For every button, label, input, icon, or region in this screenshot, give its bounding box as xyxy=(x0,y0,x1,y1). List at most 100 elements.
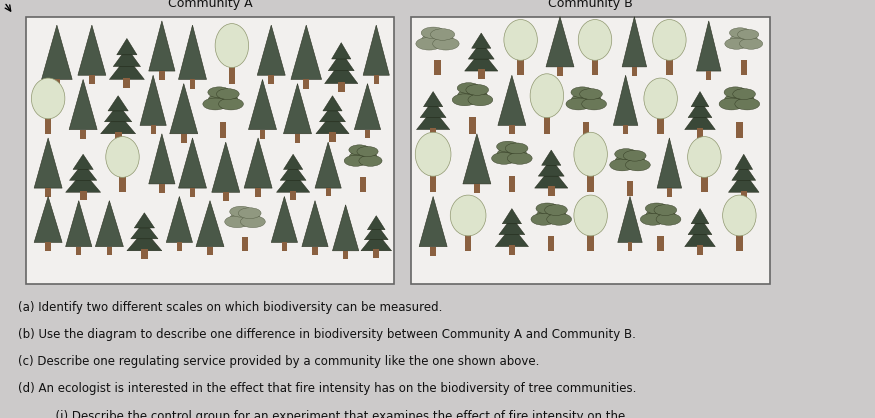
Ellipse shape xyxy=(215,24,248,68)
Circle shape xyxy=(416,37,443,50)
Bar xyxy=(657,117,664,134)
Polygon shape xyxy=(696,21,721,71)
Bar xyxy=(701,176,708,192)
Polygon shape xyxy=(284,84,312,134)
Polygon shape xyxy=(319,104,346,122)
Polygon shape xyxy=(465,51,498,71)
Text: (c) Describe one regulating service provided by a community like the one shown a: (c) Describe one regulating service prov… xyxy=(18,355,539,368)
Bar xyxy=(190,79,195,89)
Bar xyxy=(592,59,598,75)
Circle shape xyxy=(507,153,532,164)
Circle shape xyxy=(571,93,601,107)
Bar xyxy=(338,82,345,92)
Circle shape xyxy=(430,29,455,40)
Bar xyxy=(697,128,704,138)
Bar xyxy=(741,60,746,75)
Bar xyxy=(207,247,213,255)
Polygon shape xyxy=(95,201,123,247)
Ellipse shape xyxy=(574,133,607,176)
Bar xyxy=(282,242,287,251)
Bar xyxy=(623,125,628,135)
Bar xyxy=(587,234,594,251)
Text: Community B: Community B xyxy=(549,0,633,10)
Ellipse shape xyxy=(31,78,65,119)
Bar xyxy=(141,249,148,259)
Bar xyxy=(626,181,634,196)
Polygon shape xyxy=(34,138,62,188)
Ellipse shape xyxy=(653,20,686,60)
Polygon shape xyxy=(332,205,359,251)
Bar xyxy=(374,249,380,258)
Polygon shape xyxy=(419,196,447,247)
Bar xyxy=(181,134,186,143)
Circle shape xyxy=(724,87,746,98)
Circle shape xyxy=(610,159,634,171)
Bar xyxy=(697,245,704,255)
Polygon shape xyxy=(735,154,752,169)
Bar xyxy=(304,79,310,89)
Bar xyxy=(119,176,126,192)
Circle shape xyxy=(422,32,453,48)
Ellipse shape xyxy=(504,20,537,60)
Bar xyxy=(76,247,81,255)
Circle shape xyxy=(241,216,265,228)
Bar xyxy=(430,175,437,192)
Circle shape xyxy=(654,205,676,215)
Polygon shape xyxy=(127,230,162,251)
Polygon shape xyxy=(323,96,342,111)
Circle shape xyxy=(208,87,230,98)
Circle shape xyxy=(730,33,758,46)
Bar xyxy=(312,247,318,255)
Ellipse shape xyxy=(688,137,721,177)
Bar xyxy=(740,191,747,201)
Bar xyxy=(478,69,485,79)
Polygon shape xyxy=(728,172,760,192)
Circle shape xyxy=(432,37,459,50)
Polygon shape xyxy=(290,25,322,79)
Bar xyxy=(509,125,514,135)
Bar xyxy=(290,191,297,201)
Circle shape xyxy=(468,94,493,106)
Circle shape xyxy=(230,211,260,225)
Polygon shape xyxy=(416,109,450,130)
Polygon shape xyxy=(424,92,443,107)
Polygon shape xyxy=(535,168,568,188)
Polygon shape xyxy=(332,43,351,59)
Polygon shape xyxy=(280,163,306,180)
Circle shape xyxy=(547,213,571,225)
Polygon shape xyxy=(368,216,385,230)
Circle shape xyxy=(216,89,239,99)
Polygon shape xyxy=(178,138,206,188)
Circle shape xyxy=(497,147,527,161)
Polygon shape xyxy=(499,217,525,234)
Bar xyxy=(343,251,348,259)
Bar xyxy=(242,237,248,251)
Bar xyxy=(430,247,436,256)
Polygon shape xyxy=(502,209,522,224)
Polygon shape xyxy=(244,138,272,188)
Polygon shape xyxy=(42,25,72,79)
Polygon shape xyxy=(276,172,310,192)
Bar xyxy=(430,128,437,138)
Circle shape xyxy=(735,98,760,110)
Polygon shape xyxy=(66,172,101,192)
Polygon shape xyxy=(685,226,716,247)
Polygon shape xyxy=(116,38,137,55)
Circle shape xyxy=(536,208,566,223)
Bar xyxy=(255,188,261,197)
Circle shape xyxy=(492,153,516,164)
Polygon shape xyxy=(101,113,136,134)
Bar xyxy=(360,177,366,192)
Bar xyxy=(80,130,86,139)
Circle shape xyxy=(640,213,665,225)
Polygon shape xyxy=(134,213,155,228)
Bar xyxy=(89,75,94,84)
Bar xyxy=(469,117,476,134)
Bar xyxy=(107,247,112,255)
Circle shape xyxy=(623,150,646,161)
Polygon shape xyxy=(34,196,62,242)
Bar xyxy=(159,71,164,80)
Bar xyxy=(190,188,195,197)
Bar xyxy=(123,78,130,88)
Polygon shape xyxy=(196,201,224,247)
